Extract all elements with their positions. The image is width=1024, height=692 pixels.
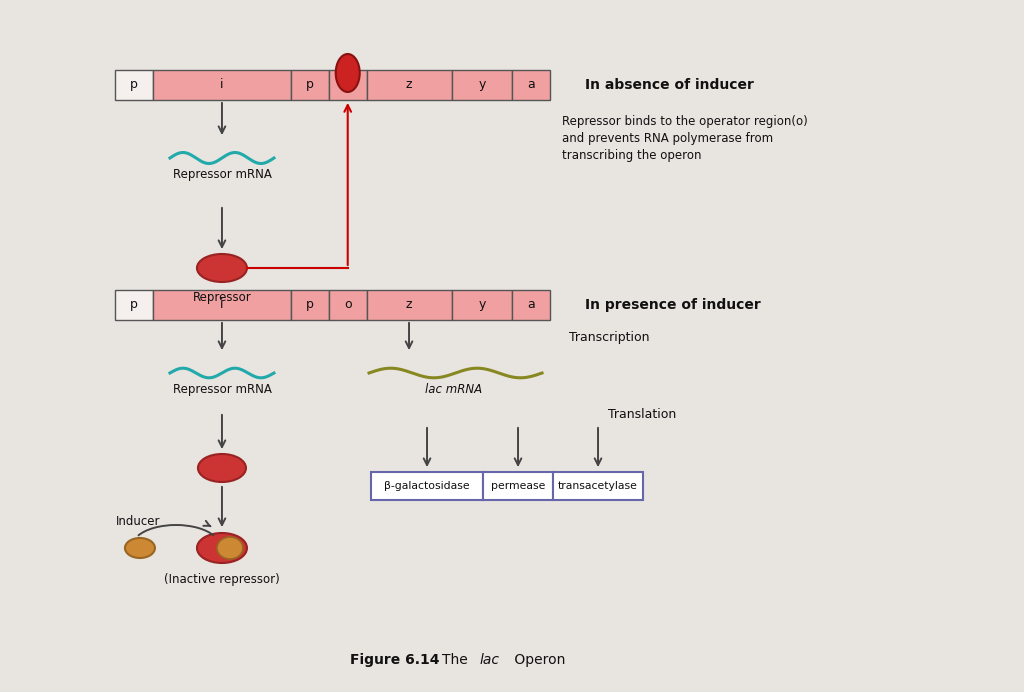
Bar	[367, 290, 452, 320]
Text: In presence of inducer: In presence of inducer	[585, 298, 761, 312]
Bar	[115, 290, 153, 320]
Text: y: y	[478, 298, 485, 311]
Bar	[367, 70, 452, 100]
Bar	[452, 70, 512, 100]
Bar	[153, 290, 291, 320]
Text: Repressor binds to the operator region(o)
and prevents RNA polymerase from
trans: Repressor binds to the operator region(o…	[562, 115, 808, 162]
Text: lac: lac	[480, 653, 500, 667]
Text: Operon: Operon	[510, 653, 565, 667]
Text: lac mRNA: lac mRNA	[425, 383, 482, 396]
Text: permease: permease	[490, 481, 545, 491]
Bar	[512, 70, 550, 100]
Bar	[371, 472, 483, 500]
Text: Repressor mRNA: Repressor mRNA	[172, 168, 271, 181]
Text: a: a	[527, 78, 536, 91]
Text: z: z	[406, 78, 413, 91]
Text: Repressor: Repressor	[193, 291, 251, 304]
Text: transacetylase: transacetylase	[558, 481, 638, 491]
Bar	[291, 70, 329, 100]
Text: The: The	[442, 653, 468, 667]
Bar	[452, 290, 512, 320]
Bar	[553, 472, 643, 500]
Ellipse shape	[336, 54, 359, 92]
Text: p: p	[306, 298, 314, 311]
Bar	[153, 70, 291, 100]
Text: β-galactosidase: β-galactosidase	[384, 481, 470, 491]
Text: Figure 6.14: Figure 6.14	[350, 653, 439, 667]
Text: i: i	[220, 78, 223, 91]
Ellipse shape	[197, 533, 247, 563]
Bar	[291, 290, 329, 320]
Text: p: p	[306, 78, 314, 91]
Text: Repressor mRNA: Repressor mRNA	[172, 383, 271, 396]
Text: p: p	[130, 298, 138, 311]
Ellipse shape	[217, 537, 243, 559]
Text: o: o	[344, 78, 351, 91]
Text: (Inactive repressor): (Inactive repressor)	[164, 573, 280, 586]
Text: Translation: Translation	[608, 408, 676, 421]
Text: In absence of inducer: In absence of inducer	[585, 78, 754, 92]
Ellipse shape	[125, 538, 155, 558]
Text: y: y	[478, 78, 485, 91]
Text: o: o	[344, 298, 351, 311]
Text: p: p	[130, 78, 138, 91]
Text: z: z	[406, 298, 413, 311]
Bar	[329, 70, 367, 100]
Bar	[329, 290, 367, 320]
Text: a: a	[527, 298, 536, 311]
Text: Transcription: Transcription	[569, 331, 649, 345]
Bar	[483, 472, 553, 500]
Ellipse shape	[197, 254, 247, 282]
Bar	[512, 290, 550, 320]
Bar	[115, 70, 153, 100]
Ellipse shape	[198, 454, 246, 482]
Text: Inducer: Inducer	[116, 515, 160, 528]
Text: i: i	[220, 298, 223, 311]
